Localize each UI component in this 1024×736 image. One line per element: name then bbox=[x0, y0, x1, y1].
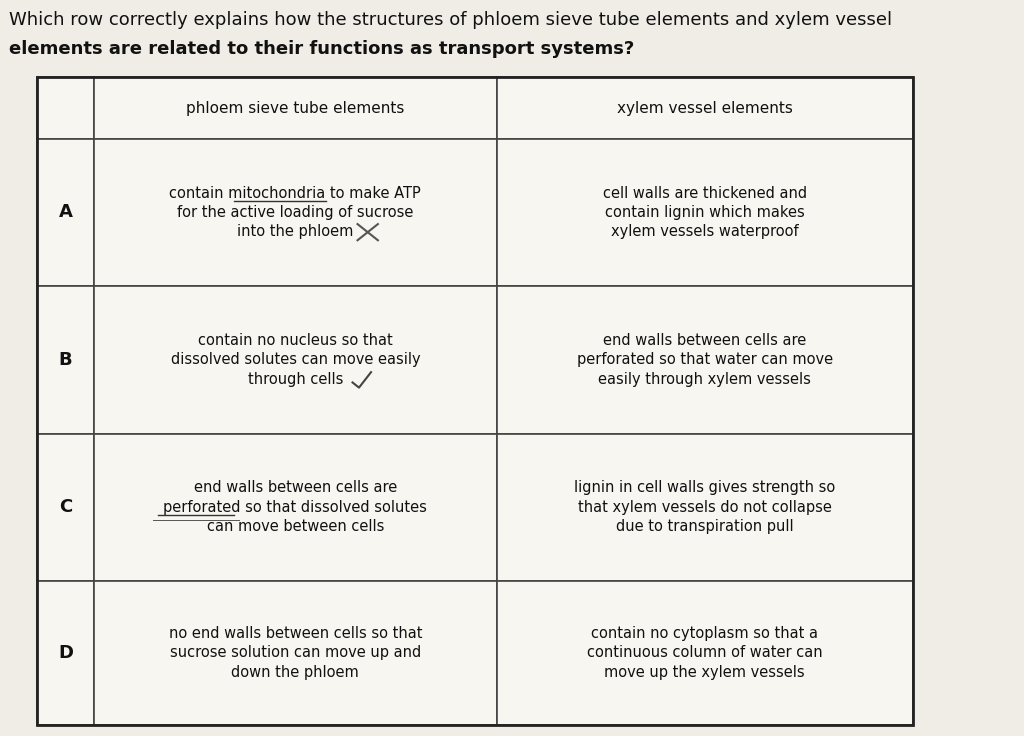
Text: cell walls are thickened and
contain lignin which makes
xylem vessels waterproof: cell walls are thickened and contain lig… bbox=[603, 185, 807, 239]
Polygon shape bbox=[37, 139, 94, 286]
Polygon shape bbox=[497, 77, 912, 139]
Text: xylem vessel elements: xylem vessel elements bbox=[616, 101, 793, 116]
Text: phloem sieve tube elements: phloem sieve tube elements bbox=[186, 101, 404, 116]
Polygon shape bbox=[94, 139, 497, 286]
Text: C: C bbox=[59, 498, 72, 516]
Text: contain mitochondria to make ATP
for the active loading of sucrose
into the phlo: contain mitochondria to make ATP for the… bbox=[170, 185, 421, 239]
Polygon shape bbox=[497, 139, 912, 286]
Text: contain no nucleus so that
dissolved solutes can move easily
through cells: contain no nucleus so that dissolved sol… bbox=[171, 333, 420, 386]
Polygon shape bbox=[37, 581, 94, 725]
Polygon shape bbox=[94, 581, 497, 725]
Polygon shape bbox=[94, 434, 497, 581]
Polygon shape bbox=[497, 581, 912, 725]
Text: contain no cytoplasm so that a
continuous column of water can
move up the xylem : contain no cytoplasm so that a continuou… bbox=[587, 626, 822, 679]
Text: lignin in cell walls gives strength so
that xylem vessels do not collapse
due to: lignin in cell walls gives strength so t… bbox=[574, 481, 836, 534]
Polygon shape bbox=[37, 77, 94, 139]
Text: end walls between cells are
perforated so that water can move
easily through xyl: end walls between cells are perforated s… bbox=[577, 333, 833, 386]
Text: no end walls between cells so that
sucrose solution can move up and
down the phl: no end walls between cells so that sucro… bbox=[169, 626, 422, 679]
Text: B: B bbox=[58, 351, 73, 369]
Polygon shape bbox=[37, 286, 94, 434]
Text: end walls between cells are
perforated so that dissolved solutes
can move betwee: end walls between cells are perforated s… bbox=[164, 481, 427, 534]
Text: A: A bbox=[58, 203, 73, 222]
Polygon shape bbox=[497, 286, 912, 434]
Polygon shape bbox=[94, 286, 497, 434]
Polygon shape bbox=[37, 434, 94, 581]
Polygon shape bbox=[94, 77, 497, 139]
Text: elements are related to their functions as transport systems?: elements are related to their functions … bbox=[9, 40, 635, 58]
Text: Which row correctly explains how the structures of phloem sieve tube elements an: Which row correctly explains how the str… bbox=[9, 11, 892, 29]
Text: D: D bbox=[58, 644, 73, 662]
Polygon shape bbox=[497, 434, 912, 581]
